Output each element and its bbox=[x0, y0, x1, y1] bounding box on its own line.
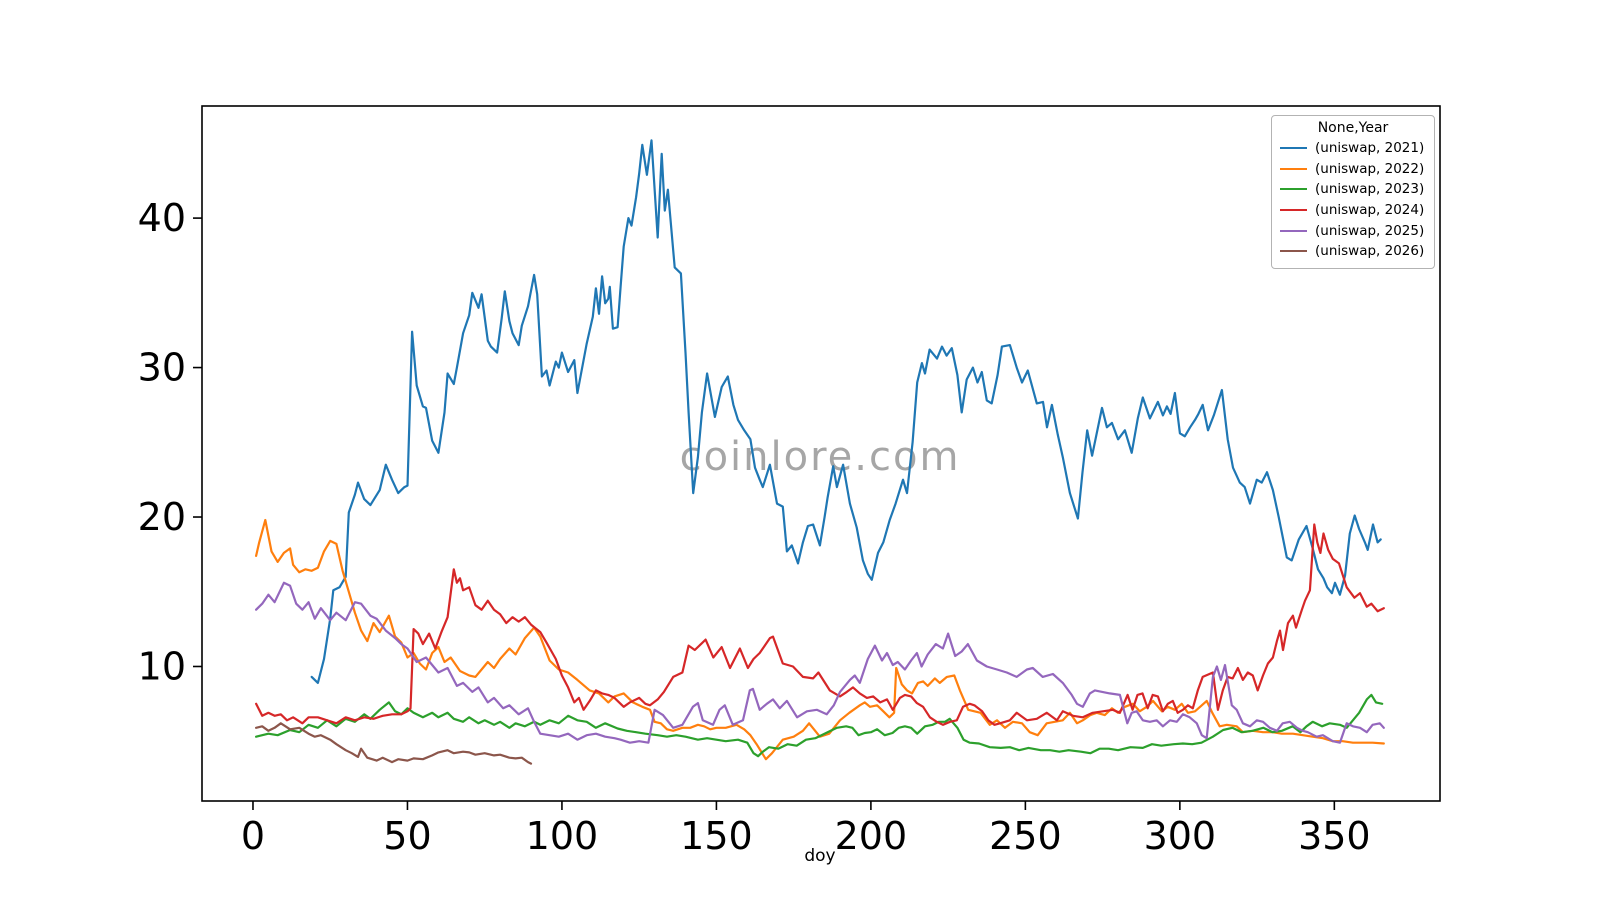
y-tick-label-20: 20 bbox=[138, 495, 186, 539]
series-line-uniswap-2026 bbox=[255, 722, 533, 765]
legend-entry-label: (uniswap, 2025) bbox=[1315, 222, 1425, 239]
legend-entry-uniswap-2022: (uniswap, 2022) bbox=[1272, 159, 1434, 180]
series-line-uniswap-2024 bbox=[255, 523, 1385, 726]
x-tick-label-150: 150 bbox=[680, 814, 753, 858]
y-tick-label-30: 30 bbox=[138, 346, 186, 390]
legend-entries: (uniswap, 2021) (uniswap, 2022) (uniswap, … bbox=[1272, 138, 1434, 262]
x-tick-label-300: 300 bbox=[1144, 814, 1217, 858]
x-tick-label-250: 250 bbox=[989, 814, 1062, 858]
series-line-uniswap-2023 bbox=[255, 693, 1384, 758]
legend-line-sample bbox=[1280, 188, 1307, 191]
legend-entry-uniswap-2023: (uniswap, 2023) bbox=[1272, 179, 1434, 200]
x-tick-label-100: 100 bbox=[526, 814, 599, 858]
x-tick-label-0: 0 bbox=[241, 814, 265, 858]
x-tick-label-200: 200 bbox=[835, 814, 908, 858]
legend-entry-label: (uniswap, 2024) bbox=[1315, 202, 1425, 219]
y-tick-label-40: 40 bbox=[138, 196, 186, 240]
x-tick-label-350: 350 bbox=[1298, 814, 1371, 858]
legend-entry-uniswap-2024: (uniswap, 2024) bbox=[1272, 200, 1434, 221]
legend-entry-label: (uniswap, 2022) bbox=[1315, 160, 1425, 177]
legend-line-sample bbox=[1280, 209, 1307, 212]
legend-entry-uniswap-2026: (uniswap, 2026) bbox=[1272, 241, 1434, 262]
legend-entry-uniswap-2025: (uniswap, 2025) bbox=[1272, 220, 1434, 241]
legend-entry-uniswap-2021: (uniswap, 2021) bbox=[1272, 138, 1434, 159]
legend-line-sample bbox=[1280, 250, 1307, 253]
legend-line-sample bbox=[1280, 229, 1307, 232]
legend-entry-label: (uniswap, 2021) bbox=[1315, 140, 1425, 157]
legend-line-sample bbox=[1280, 167, 1307, 170]
series-line-uniswap-2025 bbox=[255, 581, 1385, 744]
legend: None,Year (uniswap, 2021) (uniswap, 2022)… bbox=[1271, 115, 1435, 269]
axes-frame bbox=[201, 105, 1441, 802]
legend-entry-label: (uniswap, 2026) bbox=[1315, 243, 1425, 260]
legend-entry-label: (uniswap, 2023) bbox=[1315, 181, 1425, 198]
y-tick-label-10: 10 bbox=[138, 644, 186, 688]
legend-title: None,Year bbox=[1317, 120, 1389, 136]
x-axis-label: doy bbox=[804, 846, 836, 866]
x-tick-label-50: 50 bbox=[383, 814, 431, 858]
legend-line-sample bbox=[1280, 147, 1307, 150]
series-line-uniswap-2021 bbox=[310, 139, 1382, 685]
